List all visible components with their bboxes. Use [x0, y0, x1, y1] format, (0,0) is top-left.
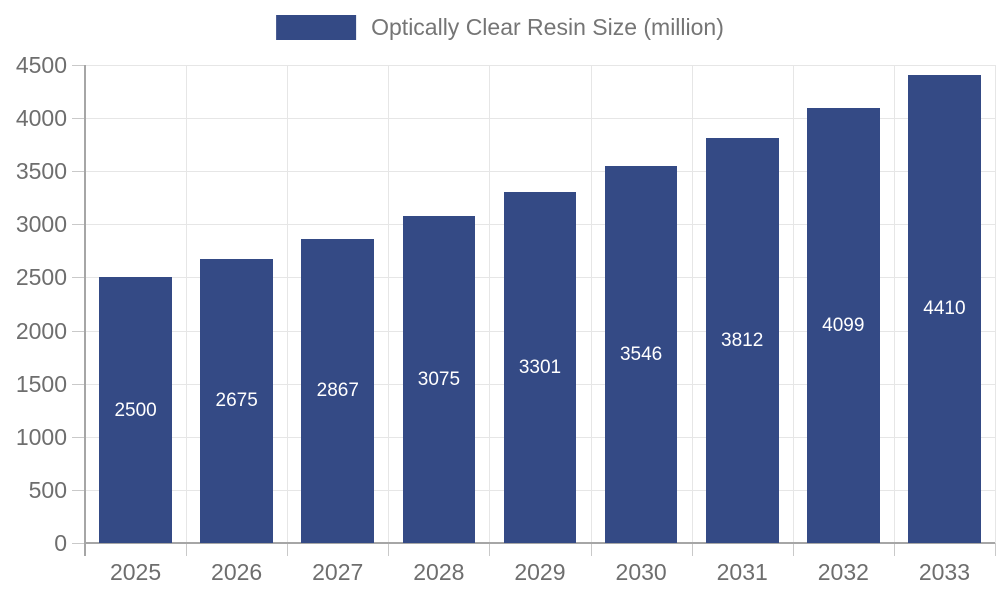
- bar-value-label: 2675: [215, 390, 258, 412]
- bar-value-label: 3301: [518, 357, 562, 379]
- x-axis-line: [85, 542, 995, 544]
- bar-value-label: 2867: [316, 380, 359, 402]
- y-axis-tick: [72, 65, 85, 66]
- gridline-horizontal: [85, 65, 995, 66]
- gridline-vertical: [489, 65, 490, 543]
- x-tick-label: 2030: [615, 559, 667, 585]
- bar[interactable]: 3546: [604, 166, 678, 543]
- gridline-vertical: [388, 65, 389, 543]
- y-axis-tick: [72, 384, 85, 385]
- bar-value-label: 3812: [721, 330, 764, 352]
- y-axis-tick: [72, 224, 85, 225]
- gridline-horizontal: [85, 118, 995, 119]
- y-tick-label: 2500: [15, 264, 67, 290]
- y-axis-tick: [72, 171, 85, 172]
- x-tick-label: 2032: [817, 559, 869, 585]
- y-tick-label: 500: [28, 477, 67, 503]
- y-tick-label: 2000: [15, 318, 67, 344]
- x-axis-tick: [692, 543, 693, 556]
- x-axis-tick: [995, 543, 996, 556]
- x-axis-tick: [186, 543, 187, 556]
- legend[interactable]: Optically Clear Resin Size (million): [276, 15, 724, 40]
- bar[interactable]: 3075: [402, 216, 476, 543]
- y-tick-label: 3000: [15, 211, 67, 237]
- x-tick-label: 2028: [413, 559, 465, 585]
- bar[interactable]: 3812: [705, 138, 779, 543]
- gridline-vertical: [591, 65, 592, 543]
- gridline-vertical: [995, 65, 996, 543]
- x-axis-tick: [287, 543, 288, 556]
- gridline-vertical: [287, 65, 288, 543]
- y-axis-tick: [72, 437, 85, 438]
- y-tick-label: 3500: [15, 158, 67, 184]
- bar-value-label: 3075: [417, 369, 461, 391]
- x-tick-label: 2031: [716, 559, 768, 585]
- bar[interactable]: 2675: [200, 258, 274, 543]
- x-tick-label: 2026: [211, 559, 263, 585]
- legend-label: Optically Clear Resin Size (million): [371, 14, 724, 40]
- bar[interactable]: 2867: [301, 238, 375, 543]
- bar[interactable]: 3301: [503, 192, 577, 543]
- bar-value-label: 2500: [114, 399, 157, 421]
- y-axis-tick: [72, 490, 85, 491]
- gridline-vertical: [793, 65, 794, 543]
- x-tick-label: 2029: [514, 559, 566, 585]
- bar[interactable]: 2500: [99, 277, 172, 543]
- y-axis-tick: [72, 118, 85, 119]
- y-tick-label: 1000: [15, 424, 67, 450]
- y-axis-tick: [72, 277, 85, 278]
- bar[interactable]: 4410: [908, 74, 981, 543]
- x-axis-tick: [793, 543, 794, 556]
- bar[interactable]: 4099: [806, 107, 880, 543]
- x-axis-tick: [591, 543, 592, 556]
- x-axis-tick: [489, 543, 490, 556]
- y-tick-label: 0: [54, 530, 67, 556]
- gridline-horizontal: [85, 171, 995, 172]
- bar-value-label: 4410: [923, 298, 966, 320]
- y-axis-tick: [72, 331, 85, 332]
- x-axis-tick: [388, 543, 389, 556]
- gridline-vertical: [894, 65, 895, 543]
- legend-swatch: [276, 15, 357, 40]
- x-tick-label: 2025: [109, 559, 162, 585]
- x-tick-label: 2033: [918, 559, 971, 585]
- gridline-vertical: [692, 65, 693, 543]
- y-tick-label: 1500: [15, 371, 67, 397]
- bar-value-label: 4099: [822, 314, 865, 336]
- y-axis-line: [84, 65, 86, 556]
- y-tick-label: 4000: [15, 105, 67, 131]
- y-axis-tick: [72, 543, 85, 544]
- x-axis-tick: [894, 543, 895, 556]
- x-tick-label: 2027: [312, 559, 364, 585]
- y-tick-label: 4500: [15, 52, 67, 78]
- gridline-vertical: [186, 65, 187, 543]
- bar-value-label: 3546: [619, 344, 663, 366]
